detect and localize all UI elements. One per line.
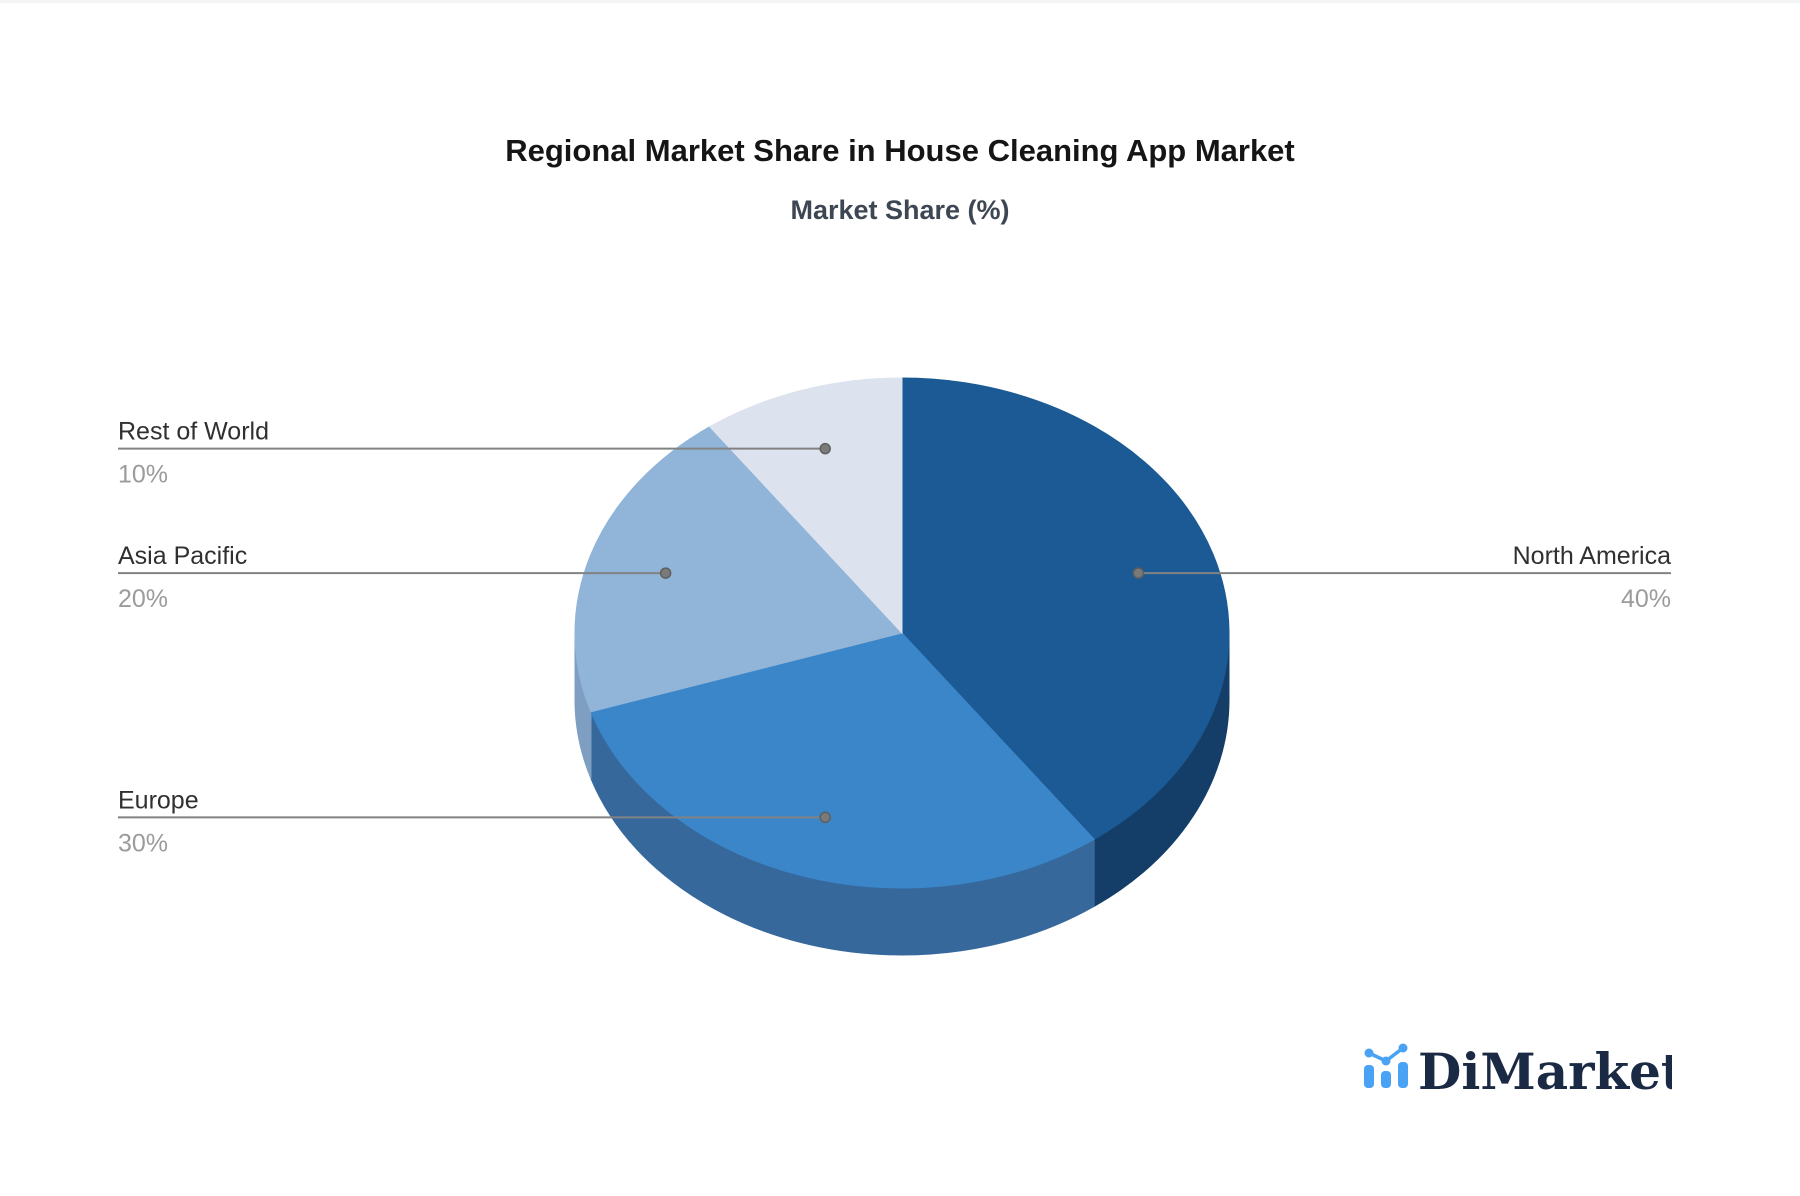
slice-label-north-america: North America	[1513, 542, 1671, 570]
brand-logo-text: DiMarket	[1418, 1042, 1672, 1101]
pie-slice-north-america[interactable]	[901, 377, 1230, 840]
pie-slice-asia-pacific[interactable]	[574, 426, 903, 713]
leader-dot-north-america	[1132, 567, 1145, 579]
pie-slice-europe[interactable]	[590, 632, 1096, 889]
leader-dot-europe	[819, 811, 831, 824]
slice-label-rest-of-world: Rest of World	[118, 418, 269, 446]
mini-bar-line-chart-icon	[1364, 1043, 1408, 1088]
slice-percent-north-america: 40%	[1621, 585, 1671, 613]
chart-subtitle: Market Share (%)	[790, 195, 1010, 225]
pie-chart: North America 40% Europe 30% Asia Pacific 20%…	[118, 377, 1671, 956]
slice-label-europe: Europe	[118, 786, 199, 814]
chart-title: Regional Market Share in House Cleaning …	[505, 133, 1295, 168]
slice-percent-rest-of-world: 10%	[118, 461, 168, 489]
leader-dot-rest-of-world	[819, 442, 831, 455]
pie-slice-rest-of-world[interactable]	[708, 377, 903, 635]
slice-percent-asia-pacific: 20%	[118, 585, 168, 613]
slice-label-asia-pacific: Asia Pacific	[118, 542, 247, 570]
leader-dot-asia-pacific	[659, 567, 672, 579]
brand-logo: DiMarket	[1364, 1042, 1672, 1101]
slice-percent-europe: 30%	[118, 829, 168, 857]
